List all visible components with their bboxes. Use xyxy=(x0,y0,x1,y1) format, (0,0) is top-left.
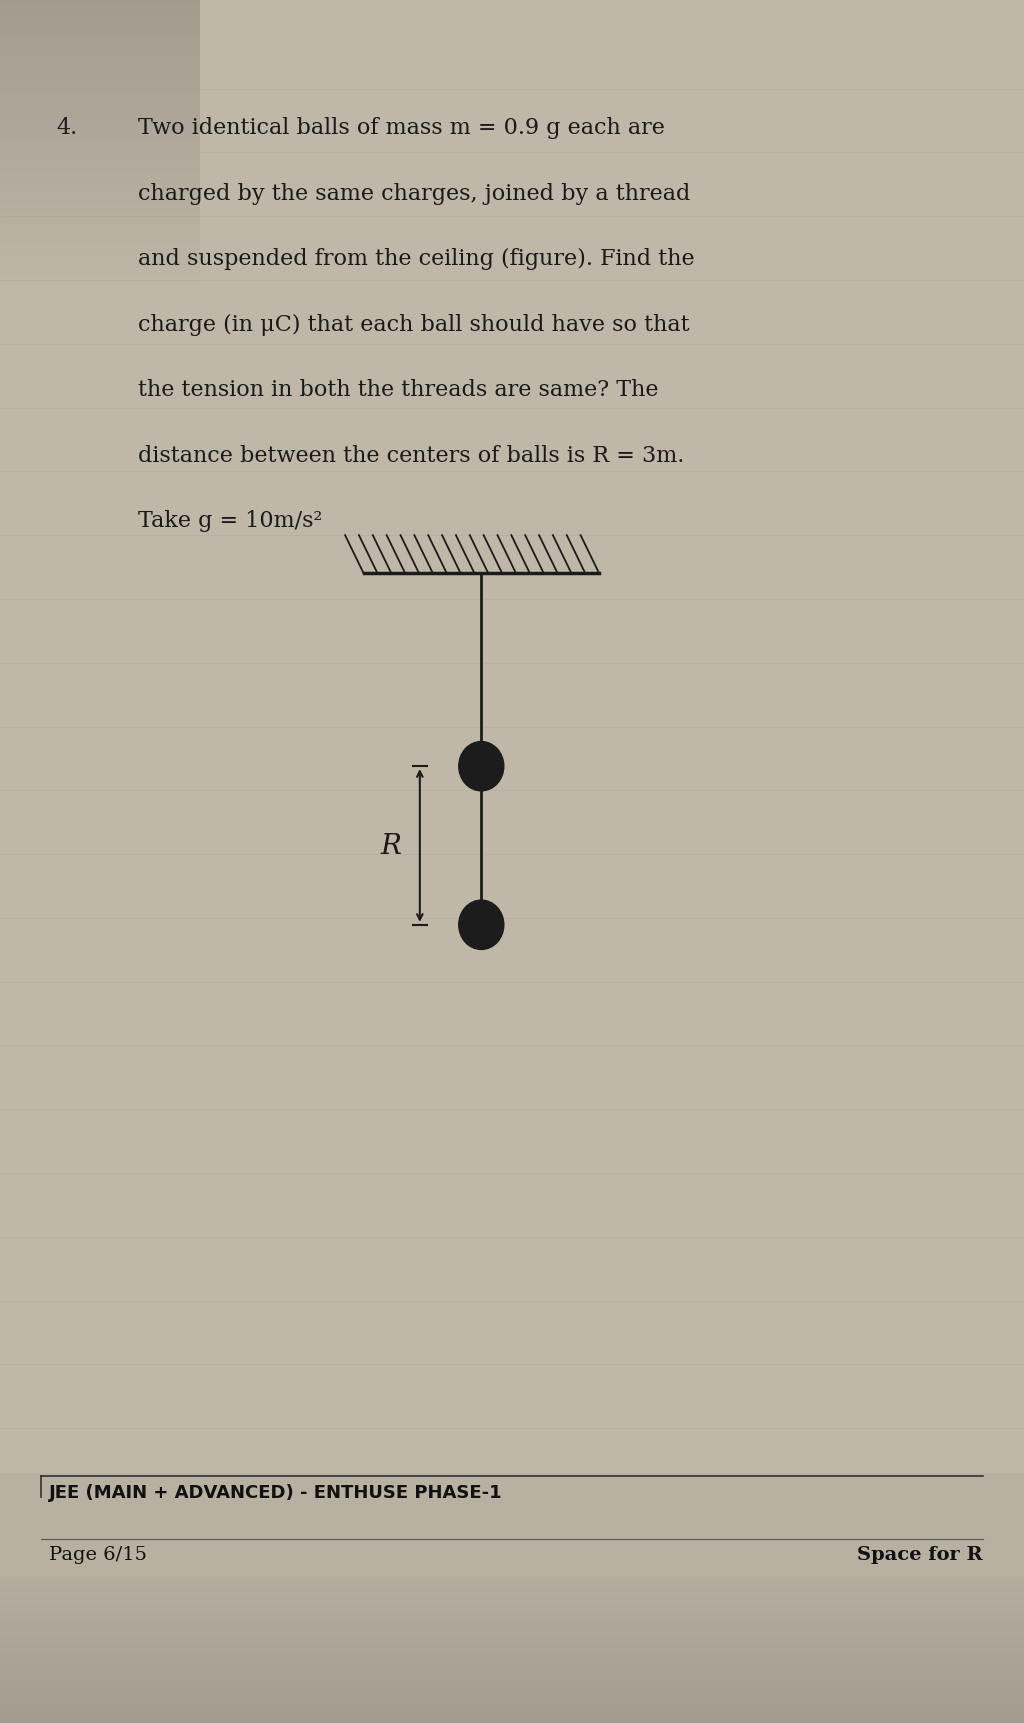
Text: charged by the same charges, joined by a thread: charged by the same charges, joined by a… xyxy=(138,183,690,205)
Ellipse shape xyxy=(459,901,504,949)
Text: Take g = 10m/s²: Take g = 10m/s² xyxy=(138,510,323,532)
Text: Page 6/15: Page 6/15 xyxy=(49,1546,147,1563)
Text: JEE (MAIN + ADVANCED) - ENTHUSE PHASE-1: JEE (MAIN + ADVANCED) - ENTHUSE PHASE-1 xyxy=(49,1484,503,1501)
Text: distance between the centers of balls is R = 3m.: distance between the centers of balls is… xyxy=(138,445,685,467)
Ellipse shape xyxy=(459,743,504,791)
Text: Space for R: Space for R xyxy=(857,1546,983,1563)
Text: charge (in μC) that each ball should have so that: charge (in μC) that each ball should hav… xyxy=(138,314,690,336)
Text: the tension in both the threads are same? The: the tension in both the threads are same… xyxy=(138,379,658,401)
Text: Two identical balls of mass m = 0.9 g each are: Two identical balls of mass m = 0.9 g ea… xyxy=(138,117,666,140)
Text: and suspended from the ceiling (figure). Find the: and suspended from the ceiling (figure).… xyxy=(138,248,695,271)
Bar xyxy=(0,1473,1024,1577)
Text: R: R xyxy=(381,832,401,860)
Text: 4.: 4. xyxy=(56,117,78,140)
